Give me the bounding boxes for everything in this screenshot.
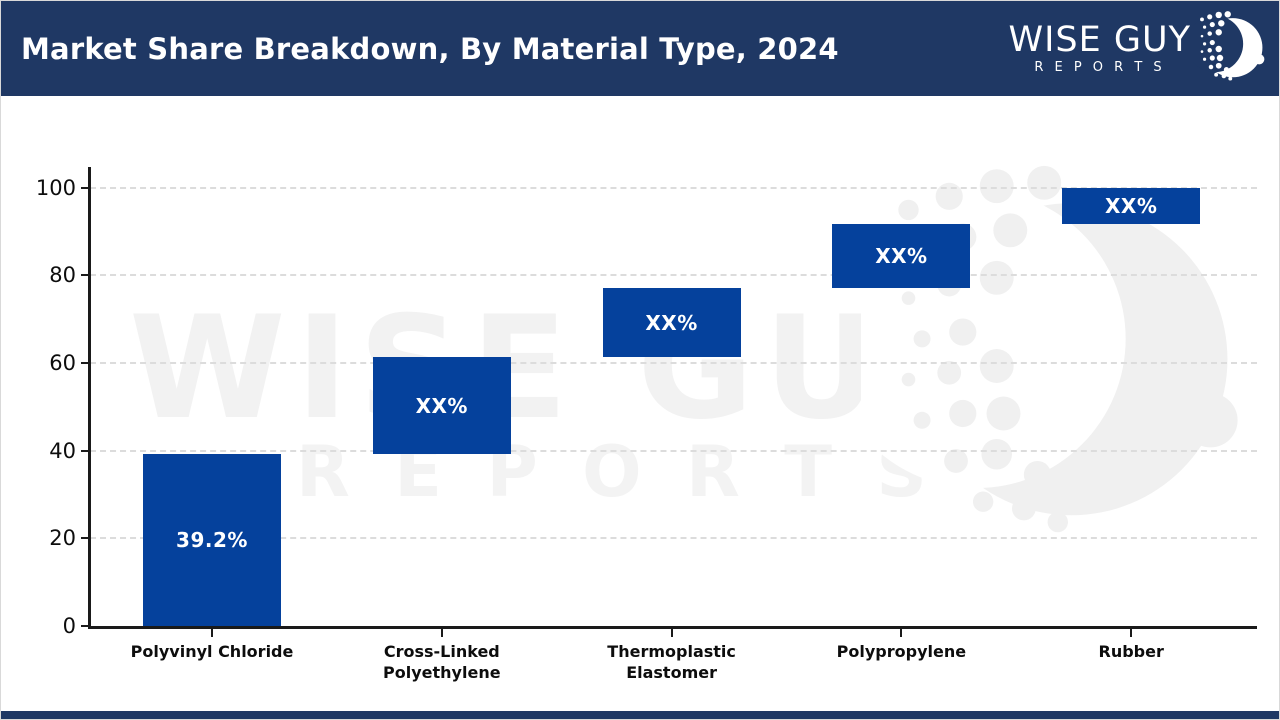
waterfall-chart: 0 20 40 60 80 100 39.2% Polyvinyl Chloride XX% Cr… xyxy=(1,96,1279,713)
bar-segment: XX% xyxy=(602,288,741,358)
y-tick-label: 0 xyxy=(62,614,76,638)
y-tick xyxy=(81,274,90,277)
y-tick-label: 40 xyxy=(49,438,76,463)
logo-text: WISE GUY R E P O R T S xyxy=(1008,22,1191,75)
logo-subtitle: R E P O R T S xyxy=(1034,59,1166,75)
wiseguy-face-icon xyxy=(1193,10,1265,80)
bar-value-label: XX% xyxy=(875,244,928,269)
page-title: Market Share Breakdown, By Material Type… xyxy=(21,31,839,66)
y-tick-label: 100 xyxy=(35,175,76,200)
wiseguy-logo: WISE GUY R E P O R T S xyxy=(1008,8,1265,90)
category-label: Rubber xyxy=(1098,642,1164,661)
logo-face-dots xyxy=(1200,10,1233,80)
y-axis-line xyxy=(88,167,91,629)
bar-segment: XX% xyxy=(832,223,971,289)
y-tick xyxy=(81,449,90,452)
y-gridline xyxy=(90,274,1257,277)
x-tick xyxy=(211,629,213,637)
x-axis-line xyxy=(88,626,1257,629)
y-gridline xyxy=(90,537,1257,540)
y-tick-label: 20 xyxy=(49,526,76,551)
x-tick xyxy=(900,629,903,637)
y-gridline xyxy=(90,186,1257,189)
y-tick xyxy=(81,186,90,189)
bar-value-label: XX% xyxy=(645,310,698,335)
category-label: Polyvinyl Chloride xyxy=(130,642,294,661)
logo-wordmark: WISE GUY xyxy=(1008,20,1191,61)
bar-value-label: 39.2% xyxy=(176,528,248,553)
x-tick xyxy=(1130,629,1133,637)
x-tick xyxy=(670,629,673,637)
category-label: Thermoplastic Elastomer xyxy=(607,642,736,682)
header: Market Share Breakdown, By Material Type… xyxy=(1,1,1279,96)
bar-value-label: XX% xyxy=(1104,193,1158,218)
footer-bar xyxy=(1,711,1279,719)
bar-segment: XX% xyxy=(372,357,511,455)
bar-segment: 39.2% xyxy=(143,454,281,626)
y-tick xyxy=(81,625,90,627)
chart-area: WISE GUY R E P O R T S 0 20 40 60 80 100 39. xyxy=(1,96,1279,713)
y-tick xyxy=(81,361,90,364)
bar-segment: XX% xyxy=(1062,187,1201,224)
category-label: Cross-Linked Polyethylene xyxy=(383,642,501,682)
y-gridline xyxy=(90,449,1257,452)
y-tick-label: 80 xyxy=(49,263,76,288)
y-tick-label: 60 xyxy=(49,350,76,375)
y-tick xyxy=(81,537,90,540)
x-tick xyxy=(440,629,443,637)
bar-value-label: XX% xyxy=(415,393,468,418)
y-gridline xyxy=(90,361,1257,364)
category-label: Polypropylene xyxy=(836,642,967,661)
